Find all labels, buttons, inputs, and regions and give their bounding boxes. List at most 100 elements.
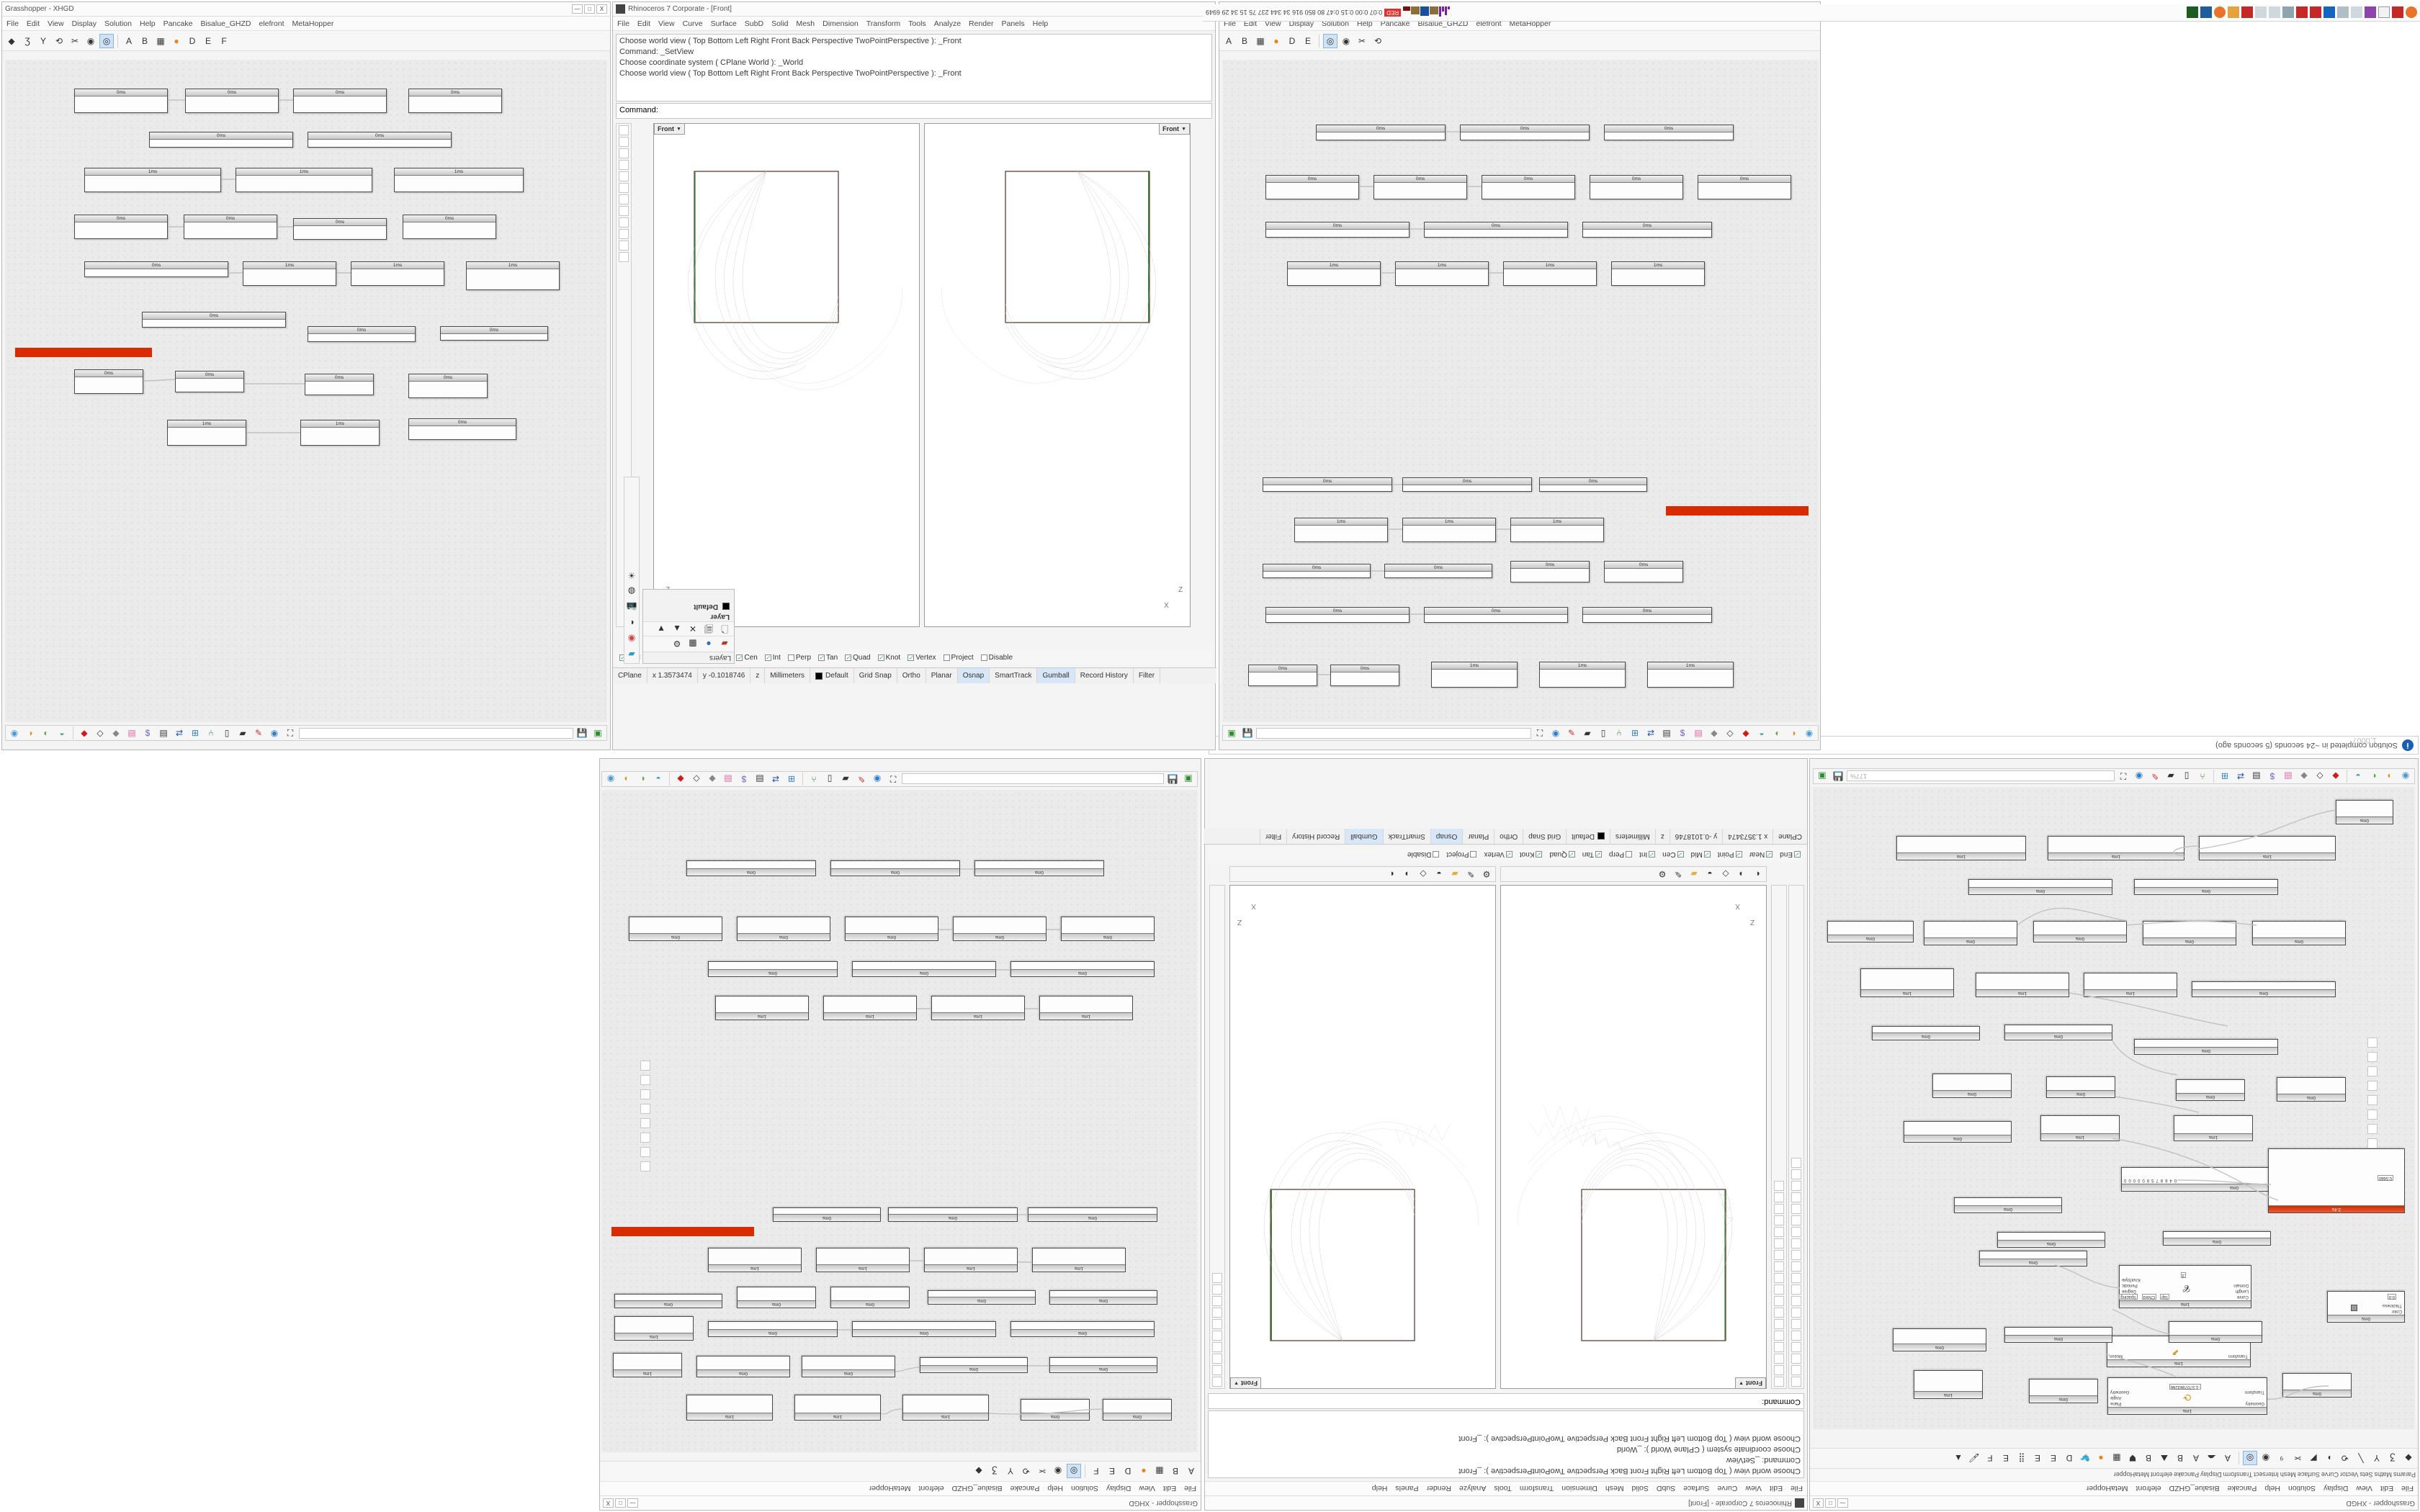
digit-0[interactable]: 0: [2174, 1178, 2177, 1182]
save-icon[interactable]: 💾: [576, 728, 588, 738]
param-toggle[interactable]: [2367, 1066, 2378, 1076]
osnap-quad[interactable]: ✓ Quad: [845, 653, 871, 662]
param-toggle[interactable]: [2367, 1110, 2378, 1120]
curve-param-icon[interactable]: Ʒ: [992, 1466, 998, 1477]
osnap-perp[interactable]: Perp: [1605, 851, 1636, 859]
gh-component-generic[interactable]: 0ms: [2163, 1231, 2271, 1246]
param-toggle[interactable]: [2367, 1138, 2378, 1148]
render-view-icon[interactable]: ◐: [1389, 869, 1394, 879]
curve-edit-icon[interactable]: ꝰ: [2280, 1453, 2284, 1464]
rhino-menu-dimension[interactable]: Dimension: [1561, 1484, 1597, 1493]
gh-component-generic[interactable]: 0ms: [293, 89, 387, 113]
gh-component-generic[interactable]: 1ms: [1611, 261, 1705, 286]
status-toggle-ortho[interactable]: Ortho: [1494, 829, 1523, 844]
lock-icon[interactable]: ▯: [2184, 771, 2190, 781]
osnap-quad[interactable]: ✓ Quad: [1549, 850, 1575, 859]
ghm-menu-file[interactable]: File: [6, 19, 19, 28]
canvas-zoom-field[interactable]: [1256, 727, 1531, 739]
osnap-int[interactable]: ✓ Int: [1639, 850, 1656, 859]
profiler-icon[interactable]: $: [2269, 771, 2275, 781]
param-toggle[interactable]: [2367, 1052, 2378, 1062]
gh-component-generic[interactable]: 0ms: [773, 1207, 881, 1222]
hide-tool-icon[interactable]: [1774, 1342, 1784, 1352]
osnap-disable[interactable]: Disable: [1404, 851, 1443, 859]
canvas-zoom-field[interactable]: 177%: [1847, 770, 2115, 782]
gh-menu-elefront[interactable]: elefront: [2136, 1484, 2161, 1493]
document-icon[interactable]: ▤: [2252, 771, 2261, 781]
zoom-tool-icon[interactable]: [1774, 1261, 1784, 1272]
circle-icon[interactable]: ⟲: [2341, 1453, 2349, 1464]
gear-icon[interactable]: [2310, 6, 2321, 19]
letter-b2-icon[interactable]: B: [2146, 1453, 2152, 1464]
component-inputs[interactable]: Transform: [2228, 1348, 2248, 1358]
surface-tool-icon[interactable]: [619, 194, 629, 204]
gh-component-generic[interactable]: 1ms: [708, 1248, 802, 1272]
input-length[interactable]: Length: [2235, 1289, 2249, 1293]
solid-tool-icon[interactable]: [619, 206, 629, 216]
gh-menu-display[interactable]: Display: [2323, 1484, 2349, 1493]
digit-4[interactable]: 7: [2156, 1178, 2159, 1182]
material-icon[interactable]: ●: [706, 639, 712, 649]
gh-component-generic[interactable]: 1ms: [794, 1395, 881, 1421]
status-toggle-smarttrack[interactable]: SmartTrack: [990, 668, 1038, 683]
mesh-preview-icon[interactable]: ◐: [43, 728, 49, 738]
digit-8[interactable]: 0: [2138, 1178, 2141, 1182]
gh-component-generic[interactable]: 0ms: [1698, 175, 1791, 199]
ghm-menu-bisalue[interactable]: Bisalue_GHZD: [200, 19, 251, 28]
viewport-front-right[interactable]: Front ▼: [1229, 885, 1496, 1389]
viewport-bottom-toolbar-left[interactable]: ◐ ◑ ◇ ◒ ▰ ✎ ⚙: [1500, 866, 1767, 882]
text-tool-icon[interactable]: [1791, 1158, 1801, 1168]
curve-tool-icon[interactable]: [619, 183, 629, 193]
named-view-icon[interactable]: [1774, 1227, 1784, 1237]
camera-tab-icon[interactable]: 📷: [626, 602, 637, 612]
view-icon[interactable]: ◉: [270, 728, 279, 738]
active-tool-icon[interactable]: ◎: [2243, 1451, 2257, 1466]
digit-10[interactable]: 0: [2128, 1178, 2131, 1182]
gh-component-generic[interactable]: 0ms: [1248, 665, 1317, 686]
gh2-mirror-canvas-toolbar[interactable]: ▣ 💾 ⛶ ◉ ✎ ▰ ▯ ⑃ ⊞ ⇄ ▤ $ ▤ ◆ ◇ ◆ ◒ ◐ ◑: [1222, 725, 1819, 741]
export-icon[interactable]: ▣: [593, 728, 602, 738]
active-tool-icon[interactable]: ◎: [1323, 33, 1337, 48]
gh-component-generic[interactable]: 1ms: [816, 1248, 910, 1272]
letter-b-icon[interactable]: B: [1173, 1466, 1179, 1477]
gh-component-generic[interactable]: 0ms: [888, 1207, 1018, 1222]
close-icon[interactable]: X: [596, 4, 607, 14]
ghm-menu-metahopper[interactable]: MetaHopper: [292, 19, 334, 28]
rhino-mirror-command-prompt[interactable]: Command:: [616, 103, 1212, 119]
rotate-angle-value[interactable]: -1.5707963266: [2169, 1384, 2201, 1390]
circle-icon[interactable]: ⟲: [1373, 35, 1382, 46]
gh-component-generic[interactable]: 0ms: [1893, 1328, 1986, 1351]
osnap-mid[interactable]: ✓Mid: [1690, 850, 1711, 859]
gh-component-generic[interactable]: 0ms: [185, 89, 279, 113]
slider-value[interactable]: 0.5660: [2377, 1175, 2393, 1181]
tab-vector[interactable]: Vector: [2339, 1471, 2359, 1479]
param-toggle[interactable]: [2367, 1124, 2378, 1134]
rm-menu-tools[interactable]: Tools: [908, 19, 926, 28]
digit-3[interactable]: 8: [2160, 1178, 2164, 1182]
letter-d-icon[interactable]: D: [1124, 1466, 1131, 1477]
gh-component-generic[interactable]: 0ms: [2134, 879, 2278, 895]
status-toggle-osnap[interactable]: Osnap: [1430, 829, 1463, 844]
osnap-knot[interactable]: ✓ Knot: [877, 653, 901, 662]
rhino-menu-panels[interactable]: Panels: [1395, 1484, 1419, 1493]
gh-component-generic[interactable]: 0ms: [408, 374, 488, 398]
render-tool-icon[interactable]: [1774, 1308, 1784, 1318]
rm-menu-edit[interactable]: Edit: [637, 19, 651, 28]
gh-component-generic[interactable]: 0ms: [408, 89, 502, 113]
rhino-status-bar-mirror[interactable]: CPlane x 1.3573474 y -0.1018746 z Millim…: [613, 667, 1216, 683]
rotate-view-icon[interactable]: [1774, 1238, 1784, 1248]
transform-tool-icon[interactable]: [619, 229, 629, 239]
color-swatch[interactable]: [2330, 1303, 2379, 1313]
point-param-icon[interactable]: ◆: [2405, 1453, 2412, 1464]
input-transform-out[interactable]: Transform: [2244, 1390, 2264, 1394]
shade-preview-icon[interactable]: ◑: [624, 774, 629, 784]
gh-component-generic[interactable]: 0ms: [1954, 1197, 2062, 1213]
rhino-menu-solid[interactable]: Solid: [1631, 1484, 1649, 1493]
rhino-left-toolbar-b[interactable]: [1771, 885, 1787, 1389]
gh2-menu-file[interactable]: File: [1184, 1484, 1196, 1493]
move-up-icon[interactable]: ▲: [673, 624, 681, 634]
gh-menu-help[interactable]: Help: [2264, 1484, 2281, 1493]
osnap-vertex[interactable]: ✓ Vertex: [908, 653, 936, 662]
layers-panel[interactable]: Layers ▰ ● ▩ ⚙ 🗋 🗐 ✕ ▲ ▼ Layer Default: [642, 589, 735, 664]
osnap-near-checkbox[interactable]: ✓: [1766, 851, 1773, 858]
